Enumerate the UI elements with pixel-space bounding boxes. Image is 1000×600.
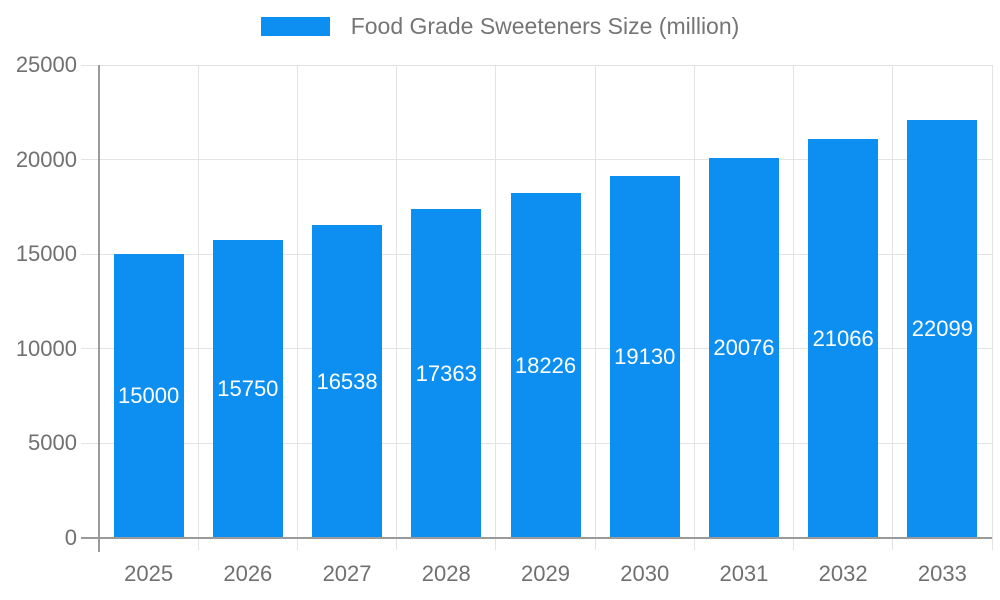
bar	[907, 119, 977, 538]
x-gridline	[396, 65, 398, 550]
bar	[213, 240, 283, 538]
bar-value-label: 15750	[217, 376, 279, 401]
bar	[511, 193, 581, 538]
y-axis-tick-label: 20000	[15, 146, 77, 172]
bar-value-label: 21066	[812, 325, 874, 351]
bar	[411, 209, 481, 538]
x-axis-tick-label: 2030	[620, 561, 670, 586]
bar-value-label: 17363	[415, 360, 477, 386]
bar-value-label: 19130	[614, 344, 676, 370]
x-axis-tick-label: 2032	[818, 561, 868, 586]
x-gridline	[991, 65, 993, 550]
y-axis-tick-label: 25000	[15, 52, 77, 77]
y-axis-tick-label: 15000	[15, 241, 77, 267]
x-axis-tick-label: 2026	[223, 561, 273, 586]
x-gridline	[495, 65, 497, 550]
x-axis-tick-label: 2028	[421, 561, 471, 586]
bar	[114, 254, 184, 538]
bar-value-label: 20076	[713, 335, 775, 361]
bar-value-label: 22099	[911, 315, 973, 341]
x-axis-tick-label: 2029	[521, 561, 570, 586]
x-gridline	[296, 65, 298, 550]
x-gridline	[892, 65, 894, 550]
x-gridline	[793, 65, 795, 550]
y-axis-line	[98, 65, 100, 552]
x-gridline	[693, 65, 695, 550]
y-gridline	[81, 64, 992, 66]
bar	[709, 158, 779, 538]
y-gridline	[81, 159, 992, 161]
x-axis-tick-label: 2025	[124, 561, 174, 586]
y-axis-tick-label: 10000	[15, 335, 77, 361]
x-axis-tick-label: 2033	[917, 561, 967, 586]
bar	[610, 176, 680, 538]
x-axis-tick-label: 2031	[719, 561, 769, 586]
bar-value-label: 16538	[316, 368, 378, 394]
x-axis-line	[81, 537, 992, 539]
bar	[312, 225, 382, 538]
bar-value-label: 18226	[514, 352, 577, 378]
legend-swatch	[260, 16, 330, 36]
legend: Food Grade Sweeteners Size (million)	[0, 13, 1000, 39]
y-axis-tick-label: 0	[64, 525, 77, 550]
legend-label: Food Grade Sweeteners Size (million)	[350, 13, 740, 39]
x-axis-tick-label: 2027	[322, 561, 372, 586]
x-gridline	[594, 65, 596, 550]
y-axis-tick-label: 5000	[28, 430, 77, 456]
bar-value-label: 15000	[118, 383, 180, 409]
bar	[808, 139, 878, 538]
x-gridline	[197, 65, 199, 550]
